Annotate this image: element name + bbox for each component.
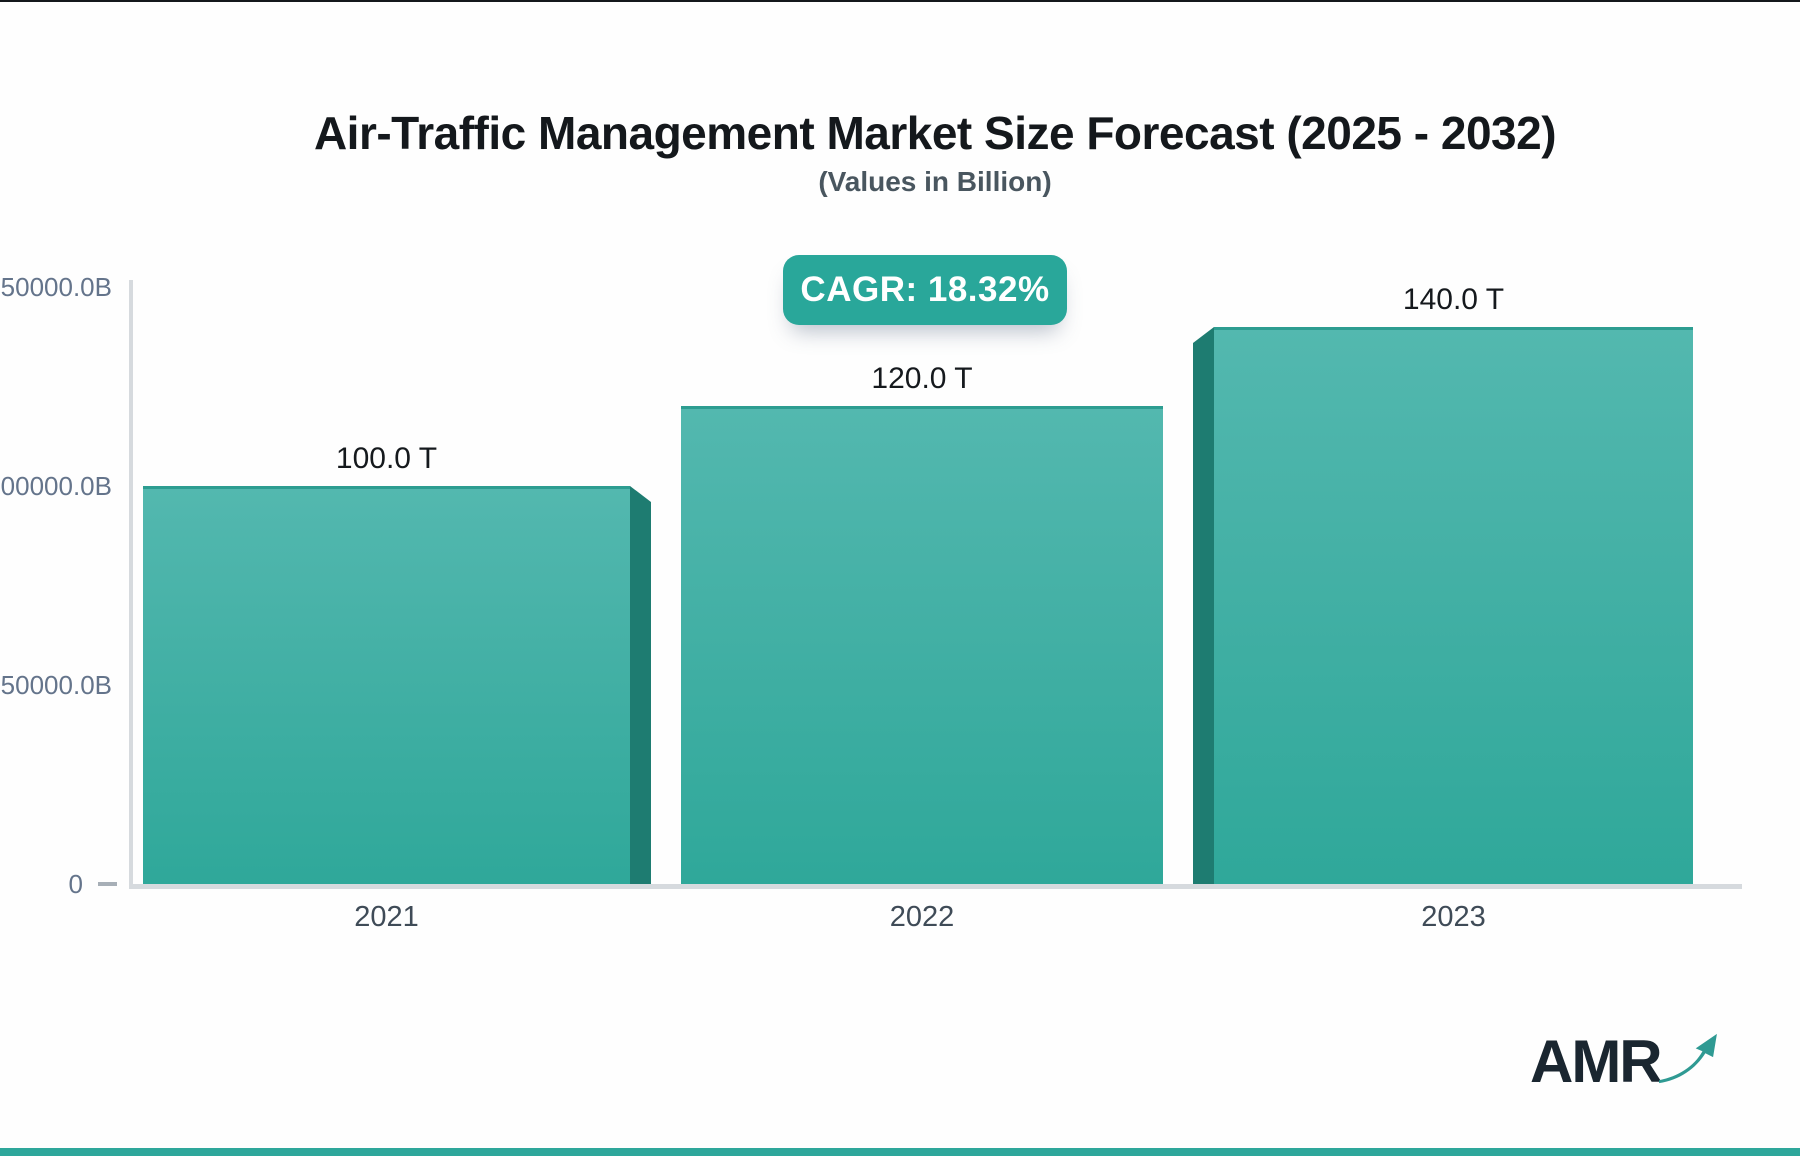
bar-2021[interactable] — [143, 486, 630, 884]
logo-arrow-icon — [1658, 1033, 1717, 1084]
footer-accent-bar — [0, 1148, 1800, 1156]
cagr-badge: CAGR: 18.32% — [783, 255, 1067, 325]
cagr-badge-label: CAGR: 18.32% — [800, 270, 1050, 309]
chart-title: Air-Traffic Management Market Size Forec… — [313, 107, 1557, 159]
bar-value-label: 120.0 T — [871, 362, 973, 395]
bar-2022[interactable] — [681, 406, 1163, 884]
bar-value-label: 100.0 T — [335, 442, 438, 475]
bar-2021-side-face — [630, 486, 651, 884]
x-axis-tick-label: 2023 — [1421, 901, 1486, 933]
logo-text: AMR — [1530, 1028, 1663, 1095]
bar-2023-side-face — [1193, 327, 1214, 884]
x-axis-tick-label: 2022 — [889, 901, 955, 933]
bar-value-label: 140.0 T — [1402, 283, 1505, 316]
top-border-line — [0, 0, 1800, 2]
y-axis-line — [129, 280, 133, 888]
y-axis-tick-label: 50000.0B — [0, 670, 112, 700]
x-axis-tick-label: 2021 — [354, 901, 419, 933]
y-axis-tick-label: 150000.0B — [0, 272, 112, 302]
y-axis-zero-tick — [98, 882, 117, 886]
logo: AMR — [1530, 1028, 1719, 1095]
chart-subtitle: (Values in Billion) — [818, 166, 1052, 197]
y-axis-tick-label: 0 — [68, 869, 83, 899]
y-axis-tick-label: 100000.0B — [0, 471, 112, 501]
x-axis-line — [129, 884, 1742, 889]
bar-2023[interactable] — [1214, 327, 1693, 884]
